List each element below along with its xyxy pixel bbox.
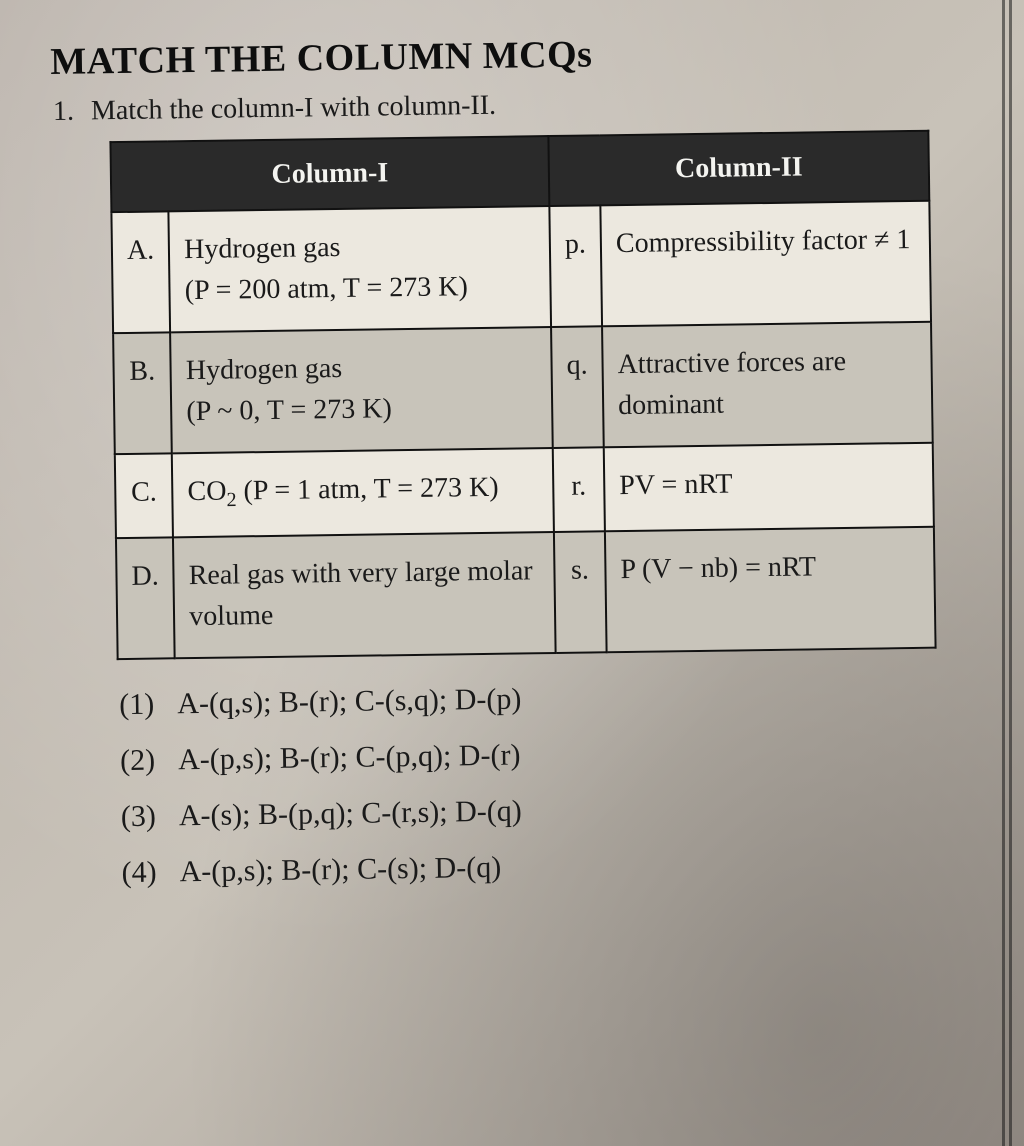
option-text: A-(s); B-(p,q); C-(r,s); D-(q) (179, 795, 522, 834)
row-right-text: P (V − nb) = nRT (605, 527, 936, 653)
row-left-text: CO2 (P = 1 atm, T = 273 K) (172, 448, 554, 537)
option-item: (2) A-(p,s); B-(r); C-(p,q); D-(r) (120, 732, 1004, 778)
option-item: (4) A-(p,s); B-(r); C-(s); D-(q) (121, 844, 1005, 890)
column-1-header: Column-I (110, 136, 549, 212)
row-right-text: PV = nRT (604, 443, 934, 531)
table-row: A. Hydrogen gas(P = 200 atm, T = 273 K) … (111, 201, 931, 334)
row-right-key: q. (551, 327, 604, 449)
option-number: (1) (119, 688, 165, 723)
row-left-letter: B. (113, 333, 172, 455)
row-right-key: p. (549, 205, 602, 327)
table-row: D. Real gas with very large molar volume… (116, 527, 936, 660)
table-row: B. Hydrogen gas(P ~ 0, T = 273 K) q. Att… (113, 322, 933, 455)
row-left-letter: A. (111, 211, 170, 333)
row-right-key: s. (554, 531, 607, 653)
row-right-key: r. (553, 448, 605, 533)
row-right-text: Compressibility factor ≠ 1 (600, 201, 931, 327)
row-left-letter: D. (116, 538, 175, 660)
option-text: A-(p,s); B-(r); C-(s); D-(q) (179, 851, 501, 889)
row-left-text: Hydrogen gas(P ~ 0, T = 273 K) (170, 327, 552, 453)
page-edge-decoration (1002, 0, 1012, 1146)
answer-options: (1) A-(q,s); B-(r); C-(s,q); D-(p) (2) A… (119, 676, 1006, 890)
question-line: 1. Match the column-I with column-II. (53, 83, 995, 128)
row-right-text: Attractive forces are dominant (602, 322, 933, 448)
table-row: C. CO2 (P = 1 atm, T = 273 K) r. PV = nR… (115, 443, 934, 538)
match-table: Column-I Column-II A. Hydrogen gas(P = 2… (109, 130, 936, 661)
row-left-text: Hydrogen gas(P = 200 atm, T = 273 K) (169, 206, 551, 332)
section-title: MATCH THE COLUMN MCQs (50, 27, 995, 84)
table-header-row: Column-I Column-II (110, 131, 929, 212)
option-text: A-(p,s); B-(r); C-(p,q); D-(r) (178, 739, 521, 778)
row-left-text: Real gas with very large molar volume (173, 532, 555, 658)
option-item: (3) A-(s); B-(p,q); C-(r,s); D-(q) (121, 788, 1005, 834)
option-number: (3) (121, 800, 167, 835)
page-content: MATCH THE COLUMN MCQs 1. Match the colum… (50, 27, 1006, 891)
question-number: 1. (53, 96, 81, 128)
row-left-letter: C. (115, 454, 173, 539)
option-number: (2) (120, 744, 166, 779)
option-number: (4) (121, 856, 167, 891)
column-2-header: Column-II (548, 131, 929, 206)
match-table-wrap: Column-I Column-II A. Hydrogen gas(P = 2… (109, 130, 936, 661)
table-body: A. Hydrogen gas(P = 200 atm, T = 273 K) … (111, 201, 935, 660)
option-text: A-(q,s); B-(r); C-(s,q); D-(p) (177, 683, 522, 722)
option-item: (1) A-(q,s); B-(r); C-(s,q); D-(p) (119, 676, 1003, 722)
question-text: Match the column-I with column-II. (91, 90, 497, 128)
